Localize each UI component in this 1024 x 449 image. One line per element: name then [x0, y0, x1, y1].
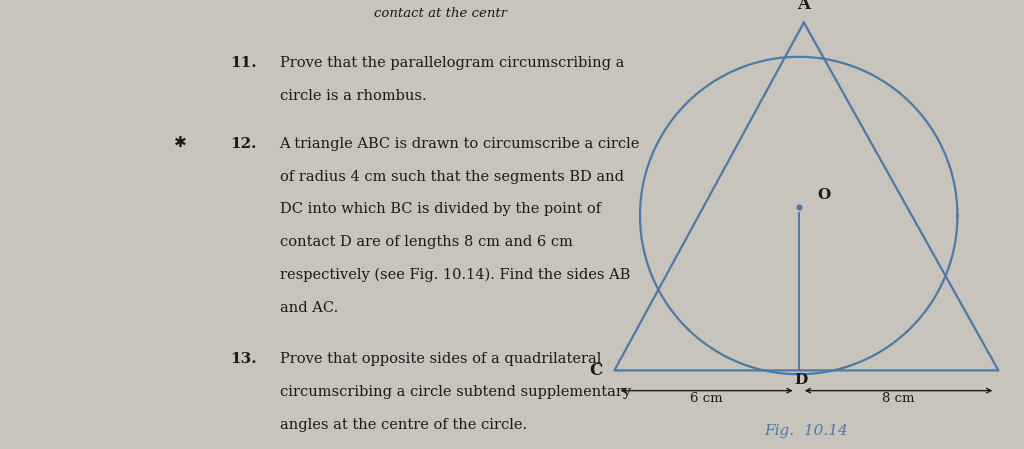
Text: A triangle ABC is drawn to circumscribe a circle: A triangle ABC is drawn to circumscribe …	[280, 137, 640, 151]
Text: Prove that the parallelogram circumscribing a: Prove that the parallelogram circumscrib…	[280, 56, 624, 70]
Text: 6 cm: 6 cm	[690, 392, 723, 405]
Text: contact at the centr: contact at the centr	[374, 7, 507, 20]
Text: Fig.  10.14: Fig. 10.14	[765, 424, 848, 438]
Text: Prove that opposite sides of a quadrilateral: Prove that opposite sides of a quadrilat…	[280, 352, 601, 366]
Text: DC into which BC is divided by the point of: DC into which BC is divided by the point…	[280, 202, 601, 216]
Text: respectively (see Fig. 10.14). Find the sides AB: respectively (see Fig. 10.14). Find the …	[280, 268, 630, 282]
Text: 12.: 12.	[230, 137, 257, 151]
Text: D: D	[795, 373, 807, 387]
Text: of radius 4 cm such that the segments BD and: of radius 4 cm such that the segments BD…	[280, 170, 624, 184]
Text: circle is a rhombus.: circle is a rhombus.	[280, 89, 426, 103]
Text: contact D are of lengths 8 cm and 6 cm: contact D are of lengths 8 cm and 6 cm	[280, 235, 572, 249]
Text: and AC.: and AC.	[280, 301, 338, 315]
Text: 11.: 11.	[230, 56, 257, 70]
Text: angles at the centre of the circle.: angles at the centre of the circle.	[280, 418, 526, 432]
Text: ✱: ✱	[174, 135, 186, 150]
Text: 13.: 13.	[230, 352, 257, 366]
Text: C: C	[589, 362, 602, 379]
Text: O: O	[817, 188, 830, 202]
Text: circumscribing a circle subtend supplementary: circumscribing a circle subtend suppleme…	[280, 385, 631, 399]
Text: A: A	[798, 0, 810, 13]
Text: 8 cm: 8 cm	[883, 392, 914, 405]
